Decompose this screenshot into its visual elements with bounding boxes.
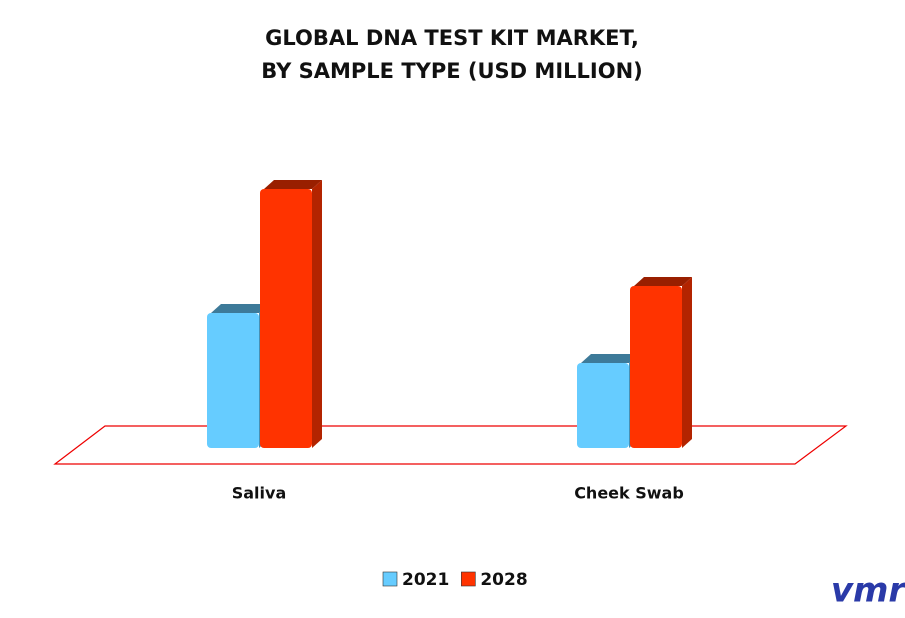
x-tick-label: Saliva: [232, 484, 287, 503]
bar-top: [211, 304, 269, 313]
chart-title: BY SAMPLE TYPE (USD MILLION): [261, 59, 643, 83]
bar: [207, 313, 259, 448]
chart-title: GLOBAL DNA TEST KIT MARKET,: [265, 26, 639, 50]
logo: vmr: [831, 571, 905, 611]
legend-swatch: [461, 571, 476, 587]
legend-label: 2028: [480, 570, 527, 590]
floor: [53, 425, 848, 465]
bar: [260, 189, 312, 448]
bar-top: [634, 277, 692, 286]
legend-label: 2021: [402, 570, 449, 590]
bar-side: [682, 277, 692, 448]
bar: [630, 286, 682, 448]
legend-swatch: [382, 571, 398, 587]
bar-top: [581, 354, 639, 363]
bar-side: [312, 180, 322, 448]
x-tick-label: Cheek Swab: [574, 484, 684, 503]
bar: [577, 363, 629, 448]
bar-top: [264, 180, 322, 189]
